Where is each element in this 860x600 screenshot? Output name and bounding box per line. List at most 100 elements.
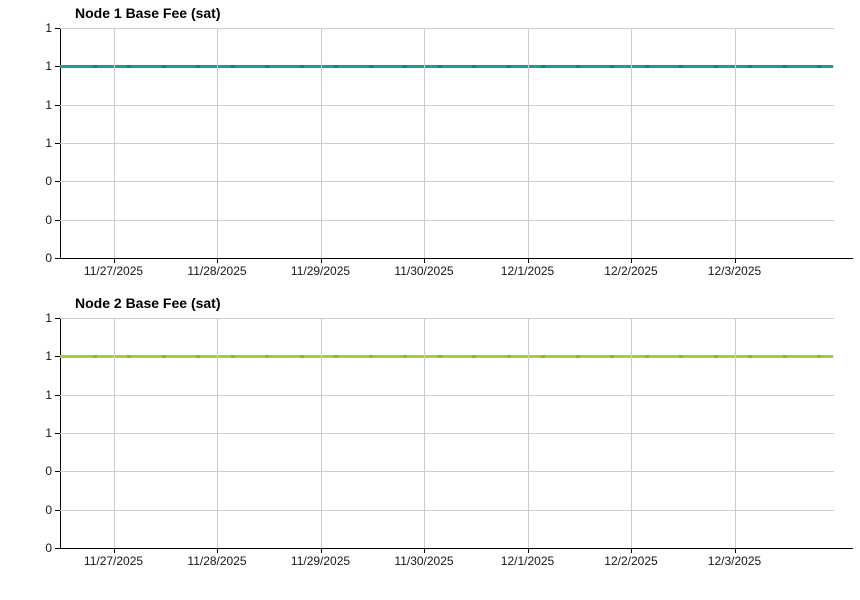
v-gridline bbox=[320, 28, 322, 258]
series-line bbox=[60, 64, 833, 68]
h-gridline bbox=[60, 471, 834, 473]
y-tick bbox=[55, 548, 60, 549]
series-marker bbox=[161, 354, 166, 358]
series-marker bbox=[610, 64, 614, 68]
series-marker bbox=[541, 64, 545, 68]
v-gridline bbox=[217, 28, 218, 258]
y-tick-label: 1 bbox=[45, 21, 52, 35]
series-marker bbox=[472, 354, 476, 358]
series-marker bbox=[575, 354, 580, 358]
series-marker bbox=[748, 64, 752, 68]
series-marker bbox=[265, 64, 269, 68]
series-marker bbox=[610, 354, 614, 358]
series-marker bbox=[299, 64, 304, 68]
series-marker bbox=[506, 354, 511, 358]
h-gridline bbox=[60, 104, 834, 106]
series-marker bbox=[713, 354, 718, 358]
chart-title: Node 2 Base Fee (sat) bbox=[75, 295, 221, 311]
series-marker bbox=[334, 64, 338, 68]
x-tick bbox=[320, 548, 322, 553]
series-marker bbox=[782, 354, 787, 358]
x-tick bbox=[631, 258, 632, 263]
h-gridline bbox=[60, 433, 834, 434]
series-marker bbox=[127, 354, 131, 358]
v-gridline bbox=[113, 28, 115, 258]
series-marker bbox=[368, 64, 373, 68]
x-tick bbox=[734, 548, 736, 553]
x-tick-label: 11/28/2025 bbox=[187, 264, 247, 278]
x-tick-label: 12/1/2025 bbox=[500, 554, 555, 568]
x-tick bbox=[734, 258, 736, 263]
x-tick bbox=[424, 258, 425, 263]
v-gridline bbox=[734, 318, 736, 548]
series-marker bbox=[817, 354, 821, 358]
x-tick-label: 11/29/2025 bbox=[290, 554, 351, 568]
series-marker bbox=[127, 64, 131, 68]
series-marker bbox=[403, 354, 407, 358]
y-tick bbox=[55, 433, 60, 434]
series-marker bbox=[334, 354, 338, 358]
v-gridline bbox=[631, 28, 632, 258]
x-tick bbox=[527, 258, 529, 263]
series-marker bbox=[161, 64, 166, 68]
series-marker bbox=[299, 354, 304, 358]
series-marker bbox=[196, 354, 200, 358]
y-tick-label: 0 bbox=[45, 251, 52, 265]
x-tick bbox=[320, 258, 322, 263]
series-marker bbox=[782, 64, 787, 68]
series-marker bbox=[403, 64, 407, 68]
x-tick bbox=[424, 548, 425, 553]
h-gridline bbox=[60, 28, 834, 29]
h-gridline bbox=[60, 219, 834, 221]
v-gridline bbox=[424, 318, 425, 548]
series-marker bbox=[506, 64, 511, 68]
series-marker bbox=[92, 64, 97, 68]
y-tick-label: 1 bbox=[45, 311, 52, 325]
x-tick bbox=[113, 548, 115, 553]
x-tick bbox=[217, 258, 218, 263]
series-marker bbox=[817, 64, 821, 68]
y-tick bbox=[55, 356, 60, 358]
series-marker bbox=[472, 64, 476, 68]
y-tick-label: 1 bbox=[45, 387, 52, 402]
y-tick-label: 1 bbox=[45, 136, 52, 150]
x-tick-label: 12/3/2025 bbox=[707, 264, 762, 278]
series-marker bbox=[644, 354, 649, 358]
y-tick-label: 0 bbox=[45, 541, 52, 555]
v-gridline bbox=[527, 318, 529, 548]
v-gridline bbox=[631, 318, 632, 548]
series-marker bbox=[437, 354, 442, 358]
node1-base-fee-chart: Node 1 Base Fee (sat) 11/27/2025 11/28/20… bbox=[0, 0, 860, 290]
x-tick-label: 11/27/2025 bbox=[83, 264, 144, 278]
y-tick bbox=[55, 318, 60, 319]
x-tick bbox=[527, 548, 529, 553]
y-tick bbox=[55, 104, 60, 106]
node2-base-fee-chart: Node 2 Base Fee (sat) 11/27/2025 11/28/20… bbox=[0, 290, 860, 580]
series-marker bbox=[644, 64, 649, 68]
x-tick-label: 11/28/2025 bbox=[187, 554, 247, 568]
x-axis-line bbox=[60, 258, 853, 259]
x-tick-label: 11/30/2025 bbox=[394, 554, 454, 568]
plot-area: 11/27/2025 11/28/2025 11/29/2025 11/30/2025… bbox=[45, 311, 835, 568]
v-gridline bbox=[424, 28, 425, 258]
y-tick-label: 0 bbox=[45, 502, 52, 517]
y-tick-label: 0 bbox=[45, 212, 52, 227]
v-gridline bbox=[217, 318, 218, 548]
x-tick bbox=[113, 258, 115, 263]
x-tick-label: 12/2/2025 bbox=[604, 554, 658, 568]
x-tick bbox=[217, 548, 218, 553]
y-tick bbox=[55, 66, 60, 68]
x-tick-label: 12/3/2025 bbox=[707, 554, 762, 568]
x-tick bbox=[631, 548, 632, 553]
y-tick-label: 1 bbox=[45, 59, 52, 74]
h-gridline bbox=[60, 394, 834, 396]
y-tick bbox=[55, 509, 60, 511]
series-marker bbox=[265, 354, 269, 358]
v-gridline bbox=[113, 318, 115, 548]
y-tick-label: 1 bbox=[45, 349, 52, 364]
y-tick bbox=[55, 219, 60, 221]
series-marker bbox=[368, 354, 373, 358]
series-marker bbox=[230, 64, 235, 68]
series-marker bbox=[713, 64, 718, 68]
x-tick-label: 11/30/2025 bbox=[394, 264, 454, 278]
